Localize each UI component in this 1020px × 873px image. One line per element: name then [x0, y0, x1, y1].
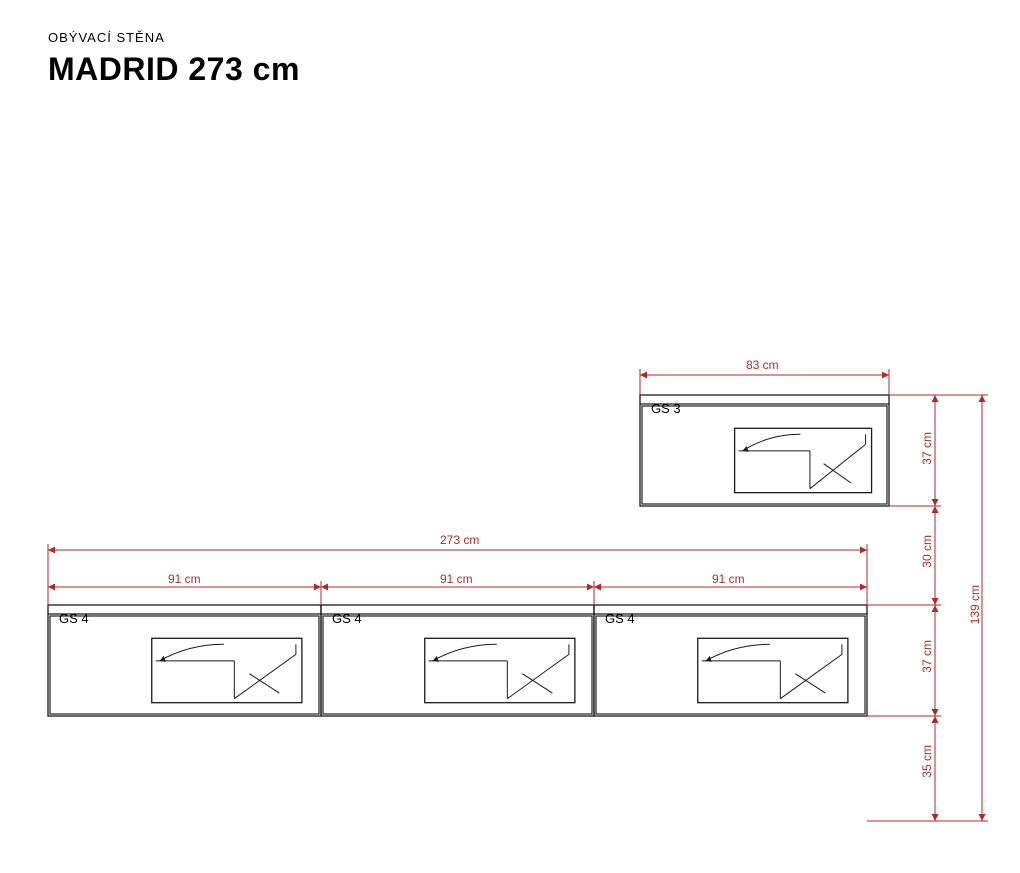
dim-83: 83 cm — [746, 358, 779, 372]
dim-91-c: 91 cm — [712, 572, 745, 586]
dim-139: 139 cm — [968, 585, 982, 624]
label-gs4-b: GS 4 — [332, 611, 362, 626]
dim-91-b: 91 cm — [440, 572, 473, 586]
dim-37-upper: 37 cm — [920, 432, 934, 465]
dim-91-a: 91 cm — [168, 572, 201, 586]
diagram-svg — [0, 0, 1020, 873]
label-gs3: GS 3 — [651, 401, 681, 416]
dim-37-lower: 37 cm — [920, 640, 934, 673]
label-gs4-c: GS 4 — [605, 611, 635, 626]
dim-30: 30 cm — [920, 535, 934, 568]
dim-35: 35 cm — [920, 745, 934, 778]
dim-273: 273 cm — [440, 533, 479, 547]
label-gs4-a: GS 4 — [59, 611, 89, 626]
